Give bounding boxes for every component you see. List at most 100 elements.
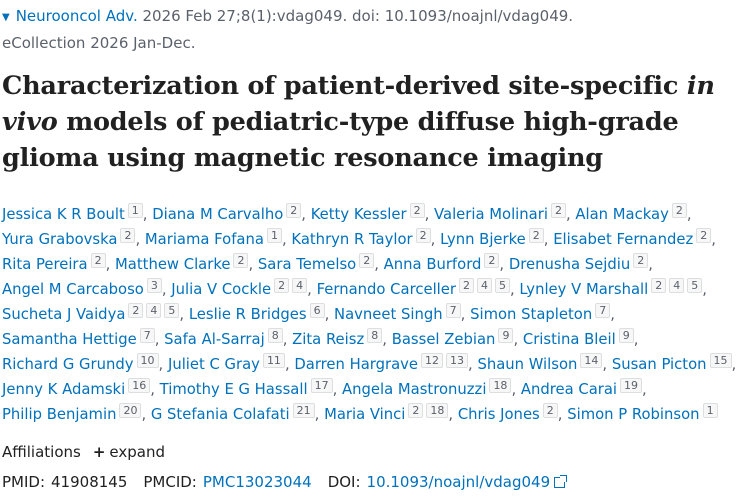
- author-name-link[interactable]: Philip Benjamin: [2, 406, 117, 423]
- affiliation-number[interactable]: 11: [262, 353, 285, 368]
- author-name-link[interactable]: Mariama Fofana: [144, 231, 264, 248]
- affiliation-number[interactable]: 6: [309, 303, 325, 318]
- author-name-link[interactable]: Lynley V Marshall: [519, 281, 649, 298]
- author-name-link[interactable]: Elisabet Fernandez: [553, 231, 694, 248]
- author-name-link[interactable]: Alan Mackay: [575, 206, 669, 223]
- affiliation-number[interactable]: 2: [542, 403, 558, 418]
- affiliation-number[interactable]: 4: [146, 303, 162, 318]
- author-name-link[interactable]: Diana M Carvalho: [152, 206, 284, 223]
- affiliation-number[interactable]: 19: [620, 378, 643, 393]
- author-name-link[interactable]: Simon P Robinson: [567, 406, 700, 423]
- affiliation-number[interactable]: 1: [702, 403, 718, 418]
- author-name-link[interactable]: Matthew Clarke: [115, 256, 231, 273]
- author-name-link[interactable]: Susan Picton: [611, 356, 707, 373]
- affiliation-number[interactable]: 15: [709, 353, 732, 368]
- affiliation-number[interactable]: 4: [292, 278, 308, 293]
- author-name-link[interactable]: Richard G Grundy: [2, 356, 134, 373]
- affiliation-number[interactable]: 2: [528, 228, 544, 243]
- affiliation-number[interactable]: 17: [310, 378, 333, 393]
- affiliation-number[interactable]: 5: [164, 303, 180, 318]
- expand-label[interactable]: expand: [109, 443, 166, 461]
- affiliation-number[interactable]: 2: [233, 253, 249, 268]
- affiliation-number[interactable]: 9: [618, 328, 634, 343]
- affiliation-number[interactable]: 9: [498, 328, 514, 343]
- author-name-link[interactable]: Julia V Cockle: [171, 281, 272, 298]
- author-name-link[interactable]: Lynn Bjerke: [440, 231, 526, 248]
- affiliation-number[interactable]: 21: [292, 403, 315, 418]
- affiliation-number[interactable]: 2: [120, 228, 136, 243]
- author-name-link[interactable]: Drenusha Sejdiu: [508, 256, 631, 273]
- author-name-link[interactable]: Fernando Carceller: [316, 281, 456, 298]
- affiliation-number[interactable]: 2: [359, 253, 375, 268]
- affiliation-number[interactable]: 5: [495, 278, 510, 293]
- author-name-link[interactable]: Angela Mastronuzzi: [342, 381, 487, 398]
- affiliation-number[interactable]: 4: [477, 278, 492, 293]
- affiliation-number[interactable]: 13: [446, 353, 469, 368]
- author-name-link[interactable]: Ketty Kessler: [310, 206, 407, 223]
- author-name-link[interactable]: G Stefania Colafati: [150, 406, 290, 423]
- affiliation-number[interactable]: 2: [415, 228, 431, 243]
- author-name-link[interactable]: Bassel Zebian: [391, 331, 496, 348]
- affiliation-number[interactable]: 2: [459, 278, 474, 293]
- journal-link[interactable]: Neurooncol Adv.: [15, 7, 138, 25]
- author-name-link[interactable]: Yura Grabovska: [2, 231, 118, 248]
- affiliation-number[interactable]: 12: [421, 353, 444, 368]
- affiliation-number[interactable]: 1: [266, 228, 282, 243]
- author-name-link[interactable]: Valeria Molinari: [434, 206, 548, 223]
- affiliation-number[interactable]: 16: [128, 378, 151, 393]
- affiliation-number[interactable]: 18: [426, 403, 449, 418]
- affiliation-number[interactable]: 7: [445, 303, 461, 318]
- affiliation-number[interactable]: 2: [633, 253, 649, 268]
- affiliation-number[interactable]: 2: [550, 203, 566, 218]
- affiliation-number[interactable]: 2: [274, 278, 290, 293]
- author-name-link[interactable]: Anna Burford: [383, 256, 482, 273]
- author-name-link[interactable]: Timothy E G Hassall: [159, 381, 308, 398]
- affiliation-number[interactable]: 2: [484, 253, 500, 268]
- affiliation-number[interactable]: 20: [119, 403, 142, 418]
- affiliation-number[interactable]: 2: [286, 203, 302, 218]
- affiliations-toggle[interactable]: Affiliations + expand: [2, 441, 165, 463]
- author-name-link[interactable]: Samantha Hettige: [2, 331, 137, 348]
- doi-link[interactable]: 10.1093/noajnl/vdag049: [366, 473, 551, 491]
- affiliation-number[interactable]: 2: [408, 403, 424, 418]
- author-name-link[interactable]: Kathryn R Taylor: [291, 231, 413, 248]
- affiliation-number[interactable]: 5: [687, 278, 703, 293]
- affiliation-number[interactable]: 2: [90, 253, 106, 268]
- author-name-link[interactable]: Jessica K R Boult: [2, 206, 125, 223]
- author-name-link[interactable]: Cristina Bleil: [522, 331, 616, 348]
- affiliation-number[interactable]: 4: [669, 278, 685, 293]
- author-name-link[interactable]: Leslie R Bridges: [188, 306, 307, 323]
- affiliation-number[interactable]: 10: [136, 353, 159, 368]
- author-name-link[interactable]: Simon Stapleton: [470, 306, 593, 323]
- author-name-link[interactable]: Darren Hargrave: [294, 356, 419, 373]
- affiliation-number[interactable]: 18: [489, 378, 512, 393]
- author-name-link[interactable]: Chris Jones: [457, 406, 540, 423]
- author-name-link[interactable]: Sara Temelso: [257, 256, 357, 273]
- author-name-link[interactable]: Rita Pereira: [2, 256, 88, 273]
- author-name-link[interactable]: Andrea Carai: [520, 381, 618, 398]
- plus-icon[interactable]: +: [92, 443, 106, 461]
- author-name-link[interactable]: Maria Vinci: [324, 406, 406, 423]
- affiliation-number[interactable]: 7: [139, 328, 155, 343]
- author-name-link[interactable]: Shaun Wilson: [477, 356, 578, 373]
- affiliation-number[interactable]: 2: [671, 203, 687, 218]
- affiliation-number[interactable]: 2: [651, 278, 667, 293]
- affiliation-number[interactable]: 1: [127, 203, 143, 218]
- author-name-link[interactable]: Safa Al-Sarraj: [164, 331, 265, 348]
- pmcid-link[interactable]: PMC13023044: [202, 473, 312, 491]
- author-name-link[interactable]: Sucheta J Vaidya: [2, 306, 126, 323]
- affiliation-number[interactable]: 2: [128, 303, 144, 318]
- affiliation-number[interactable]: 8: [267, 328, 283, 343]
- affiliation-number[interactable]: 3: [146, 278, 162, 293]
- author-name-link[interactable]: Navneet Singh: [334, 306, 443, 323]
- author-name-link[interactable]: Angel M Carcaboso: [2, 281, 144, 298]
- external-link-icon[interactable]: [554, 475, 568, 488]
- affiliation-number[interactable]: 2: [409, 203, 425, 218]
- affiliation-number[interactable]: 8: [367, 328, 383, 343]
- affiliation-number[interactable]: 14: [580, 353, 603, 368]
- author-name-link[interactable]: Juliet C Gray: [167, 356, 260, 373]
- author-name-link[interactable]: Jenny K Adamski: [2, 381, 126, 398]
- affiliation-number[interactable]: 2: [696, 228, 712, 243]
- affiliation-number[interactable]: 7: [595, 303, 611, 318]
- author-name-link[interactable]: Zita Reisz: [292, 331, 365, 348]
